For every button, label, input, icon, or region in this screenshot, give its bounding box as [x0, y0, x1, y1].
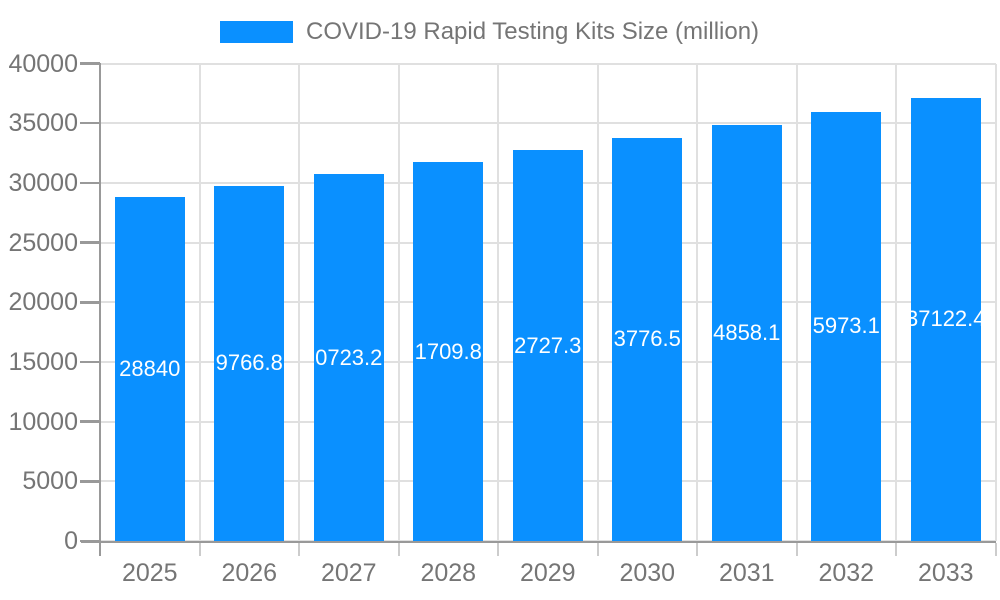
x-axis-line	[81, 540, 996, 543]
legend-swatch-icon	[220, 21, 293, 43]
bar-2030-text: 3776.5	[613, 326, 681, 352]
x-axis-label-2032: 2032	[818, 559, 875, 587]
y-axis-line	[98, 62, 102, 556]
bar-2026[interactable]: 9766.8	[214, 185, 285, 541]
y-axis-tick	[80, 121, 100, 125]
bar-2033[interactable]: 37122.4	[910, 97, 981, 541]
y-axis-label: 5000	[22, 467, 78, 496]
x-axis-label-2028: 2028	[420, 559, 477, 587]
y-axis-label: 0	[64, 527, 78, 555]
x-axis-tick	[696, 543, 698, 556]
x-axis-label-2029: 2029	[519, 559, 576, 587]
bar-2029-text: 2727.3	[514, 332, 582, 358]
x-gridline	[895, 63, 897, 541]
x-gridline	[198, 63, 201, 541]
y-axis-tick	[80, 360, 100, 364]
y-axis-tick	[80, 420, 100, 423]
x-axis-tick	[397, 543, 400, 556]
bar-2027[interactable]: 0723.2	[313, 174, 384, 541]
y-gridline	[100, 122, 996, 125]
y-gridline	[100, 62, 996, 65]
y-axis-label: 30000	[8, 168, 78, 197]
y-axis-label: 20000	[8, 288, 78, 317]
y-axis-tick	[80, 301, 100, 304]
x-axis-tick	[198, 543, 201, 556]
y-axis-label: 40000	[8, 49, 78, 78]
x-gridline	[696, 63, 698, 541]
x-axis-label-2031: 2031	[718, 559, 775, 587]
x-axis-label-2030: 2030	[619, 559, 676, 587]
x-axis-label-2027: 2027	[320, 559, 377, 587]
x-axis-tick	[596, 543, 599, 556]
bar-2025-text: 28840	[119, 355, 181, 381]
x-gridline	[397, 63, 400, 541]
bar-2029[interactable]: 2727.3	[512, 150, 583, 541]
bar-2027-text: 0723.2	[315, 344, 383, 370]
legend-label: COVID-19 Rapid Testing Kits Size (millio…	[306, 18, 760, 45]
y-axis-tick	[80, 181, 100, 185]
bar-2026-text: 9766.8	[215, 350, 283, 376]
x-gridline	[497, 63, 499, 541]
x-axis-label-2025: 2025	[121, 559, 178, 587]
x-gridline	[596, 63, 599, 541]
x-axis-tick	[994, 543, 997, 556]
bar-2031[interactable]: 4858.1	[711, 124, 782, 541]
bar-2025[interactable]: 28840	[114, 196, 185, 541]
bar-2028-text: 1709.8	[414, 338, 482, 364]
x-axis-tick	[298, 543, 300, 556]
bar-2032-text: 5973.1	[812, 313, 880, 339]
legend[interactable]: COVID-19 Rapid Testing Kits Size (millio…	[220, 18, 760, 45]
y-axis-tick	[80, 480, 100, 483]
x-axis-tick	[497, 543, 499, 556]
y-axis-label: 10000	[8, 407, 78, 436]
x-axis-label-2026: 2026	[221, 559, 278, 587]
y-axis-tick	[80, 62, 100, 65]
bar-2032[interactable]: 5973.1	[811, 111, 882, 541]
bar-2030[interactable]: 3776.5	[612, 137, 683, 541]
x-gridline	[994, 63, 997, 541]
x-axis-tick	[895, 543, 897, 556]
x-axis-tick	[795, 543, 798, 556]
x-axis-label-2033: 2033	[917, 559, 974, 587]
bar-2033-text: 37122.4	[910, 306, 981, 332]
x-gridline	[795, 63, 798, 541]
y-axis-label: 35000	[8, 109, 78, 138]
y-axis-label: 25000	[8, 228, 78, 257]
x-gridline	[298, 63, 300, 541]
bar-2031-text: 4858.1	[713, 319, 781, 345]
y-axis-tick	[80, 241, 100, 244]
bar-2028[interactable]: 1709.8	[413, 162, 484, 541]
y-axis-label: 15000	[8, 347, 78, 376]
